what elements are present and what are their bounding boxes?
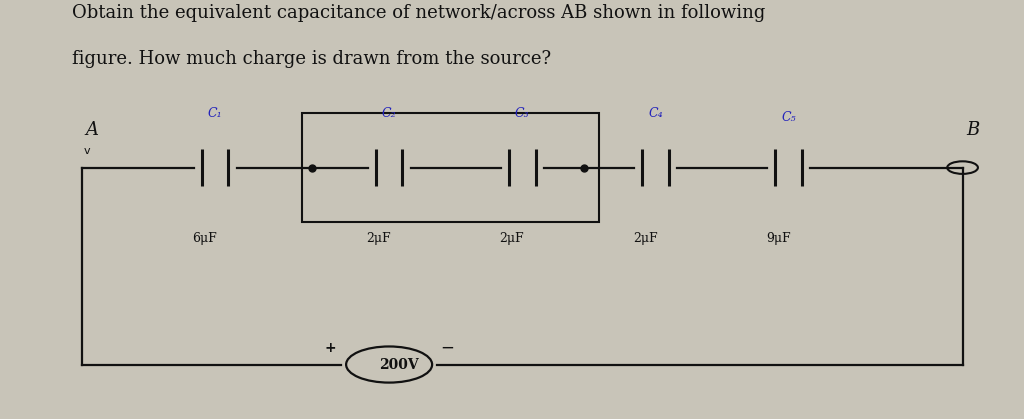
Text: B: B [967,121,979,139]
Text: +: + [325,341,337,355]
Bar [302,113,599,222]
Text: figure. How much charge is drawn from the source?: figure. How much charge is drawn from th… [72,50,551,68]
Text: 6μF: 6μF [193,232,217,246]
Text: 2μF: 2μF [633,232,657,246]
Text: v: v [84,146,90,156]
Text: −: − [440,339,455,357]
Text: 9μF: 9μF [766,232,791,246]
Text: C₂: C₂ [382,106,396,120]
Text: 2μF: 2μF [500,232,524,246]
Text: C₅: C₅ [781,111,796,124]
Text: C₁: C₁ [208,106,222,120]
Text: C₃: C₃ [515,106,529,120]
Text: 2μF: 2μF [367,232,391,246]
Text: 200V: 200V [380,357,419,372]
Text: C₄: C₄ [648,106,663,120]
Text: A: A [86,121,98,139]
Text: Obtain the equivalent capacitance of network/across AB shown in following: Obtain the equivalent capacitance of net… [72,4,765,22]
